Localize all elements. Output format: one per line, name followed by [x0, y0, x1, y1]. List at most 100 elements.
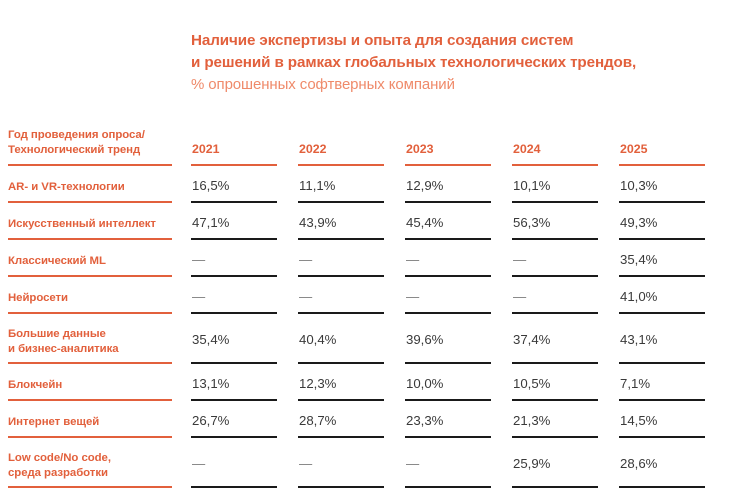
page-title: Наличие экспертизы и опыта для создания … [191, 30, 721, 96]
cell-rule [405, 238, 491, 240]
cell-r7-c4-text: 28,6% [620, 456, 658, 471]
label-line-2: Технологический тренд [8, 143, 141, 156]
cell-r3-c2-text: — [406, 289, 420, 304]
cell-r7-c4: 28,6% [619, 438, 726, 488]
cell-rule [298, 238, 384, 240]
cell-rule [512, 312, 598, 314]
cell-rule [298, 275, 384, 277]
cell-r0-c2-text: 12,9% [406, 178, 444, 193]
cell-r5-c4: 7,1% [619, 364, 726, 401]
cell-rule [512, 486, 598, 488]
row-label-0-text: AR- и VR-технологии [8, 180, 125, 204]
column-header-2022-text: 2022 [299, 142, 327, 156]
table-row: Интернет вещей 26,7% 28,7% 23,3% 21,3% 14,5% [0, 401, 734, 438]
cell-r3-c1-text: — [299, 289, 313, 304]
cell-r5-c3: 10,5% [512, 364, 619, 401]
cell-rule [512, 399, 598, 401]
cell-r4-c0-text: 35,4% [192, 332, 230, 347]
cell-rule [512, 201, 598, 203]
cell-r3-c0: — [191, 277, 298, 314]
cell-rule [191, 312, 277, 314]
cell-rule [619, 238, 705, 240]
row-label-2-text: Классический ML [8, 254, 106, 278]
label-line-2: и бизнес-аналитика [8, 342, 119, 355]
label-line-1: Искусственный интеллект [8, 217, 156, 230]
cell-rule [191, 486, 277, 488]
cell-rule [298, 312, 384, 314]
table-row: Большие данные и бизнес-аналитика 35,4% 40,… [0, 314, 734, 364]
cell-r6-c1: 28,7% [298, 401, 405, 438]
cell-r5-c1-text: 12,3% [299, 376, 337, 391]
cell-r2-c4-text: 35,4% [620, 252, 658, 267]
column-header-2024: 2024 [512, 124, 619, 166]
table-row: AR- и VR-технологии 16,5% 11,1% 12,9% 10,1% 1… [0, 166, 734, 203]
cell-r1-c0-text: 47,1% [192, 215, 230, 230]
cell-r7-c2: — [405, 438, 512, 488]
cell-rule [191, 399, 277, 401]
label-rule [8, 275, 172, 277]
cell-rule [619, 275, 705, 277]
cell-r7-c3-text: 25,9% [513, 456, 551, 471]
cell-rule [512, 238, 598, 240]
table-row: Low code/No code, среда разработки — — — 25,9… [0, 438, 734, 488]
cell-rule [405, 399, 491, 401]
title-subtitle: % опрошенных софтверных компаний [191, 76, 455, 93]
column-header-2023: 2023 [405, 124, 512, 166]
cell-r4-c4: 43,1% [619, 314, 726, 364]
cell-r6-c4: 14,5% [619, 401, 726, 438]
cell-rule [405, 362, 491, 364]
column-header-2023-text: 2023 [406, 142, 434, 156]
label-rule [8, 238, 172, 240]
label-rule [8, 164, 172, 166]
row-label-4-text: Большие данные и бизнес-аналитика [8, 327, 119, 364]
cell-r4-c0: 35,4% [191, 314, 298, 364]
cell-rule [619, 362, 705, 364]
cell-r6-c4-text: 14,5% [620, 413, 658, 428]
cell-r5-c3-text: 10,5% [513, 376, 551, 391]
cell-r1-c4: 49,3% [619, 203, 726, 240]
label-line-2: среда разработки [8, 466, 108, 479]
cell-r2-c0: — [191, 240, 298, 277]
cell-r2-c3-text: — [513, 252, 527, 267]
cell-rule [191, 201, 277, 203]
row-label-5-text: Блокчейн [8, 378, 62, 402]
cell-r2-c2: — [405, 240, 512, 277]
cell-r7-c0-text: — [192, 456, 206, 471]
corner-header: Год проведения опроса/Технологический тр… [0, 124, 191, 166]
cell-rule [405, 312, 491, 314]
cell-r6-c1-text: 28,7% [299, 413, 337, 428]
label-rule [8, 399, 172, 401]
cell-rule [298, 399, 384, 401]
cell-r7-c0: — [191, 438, 298, 488]
cell-r4-c2-text: 39,6% [406, 332, 444, 347]
label-line-1: Год проведения опроса/ [8, 129, 145, 141]
row-label-3: Нейросети [0, 277, 191, 314]
cell-r4-c3-text: 37,4% [513, 332, 551, 347]
cell-rule [512, 436, 598, 438]
cell-r7-c2-text: — [406, 456, 420, 471]
cell-rule [619, 399, 705, 401]
cell-rule [405, 164, 491, 166]
label-line-1: Блокчейн [8, 378, 63, 391]
cell-rule [191, 362, 277, 364]
row-label-3-text: Нейросети [8, 291, 68, 315]
title-line-1: Наличие экспертизы и опыта для создания … [191, 32, 574, 49]
label-rule [8, 201, 172, 203]
cell-r3-c1: — [298, 277, 405, 314]
cell-r0-c4: 10,3% [619, 166, 726, 203]
cell-r7-c1-text: — [299, 456, 313, 471]
row-label-1-text: Искусственный интеллект [8, 217, 156, 241]
cell-r7-c3: 25,9% [512, 438, 619, 488]
cell-rule [298, 201, 384, 203]
cell-r2-c0-text: — [192, 252, 206, 267]
cell-r4-c1: 40,4% [298, 314, 405, 364]
label-line-1: Классический ML [8, 254, 106, 267]
cell-rule [512, 362, 598, 364]
cell-r5-c2: 10,0% [405, 364, 512, 401]
cell-r1-c2: 45,4% [405, 203, 512, 240]
cell-rule [512, 275, 598, 277]
row-label-5: Блокчейн [0, 364, 191, 401]
cell-rule [619, 486, 705, 488]
cell-r1-c2-text: 45,4% [406, 215, 444, 230]
cell-r4-c2: 39,6% [405, 314, 512, 364]
